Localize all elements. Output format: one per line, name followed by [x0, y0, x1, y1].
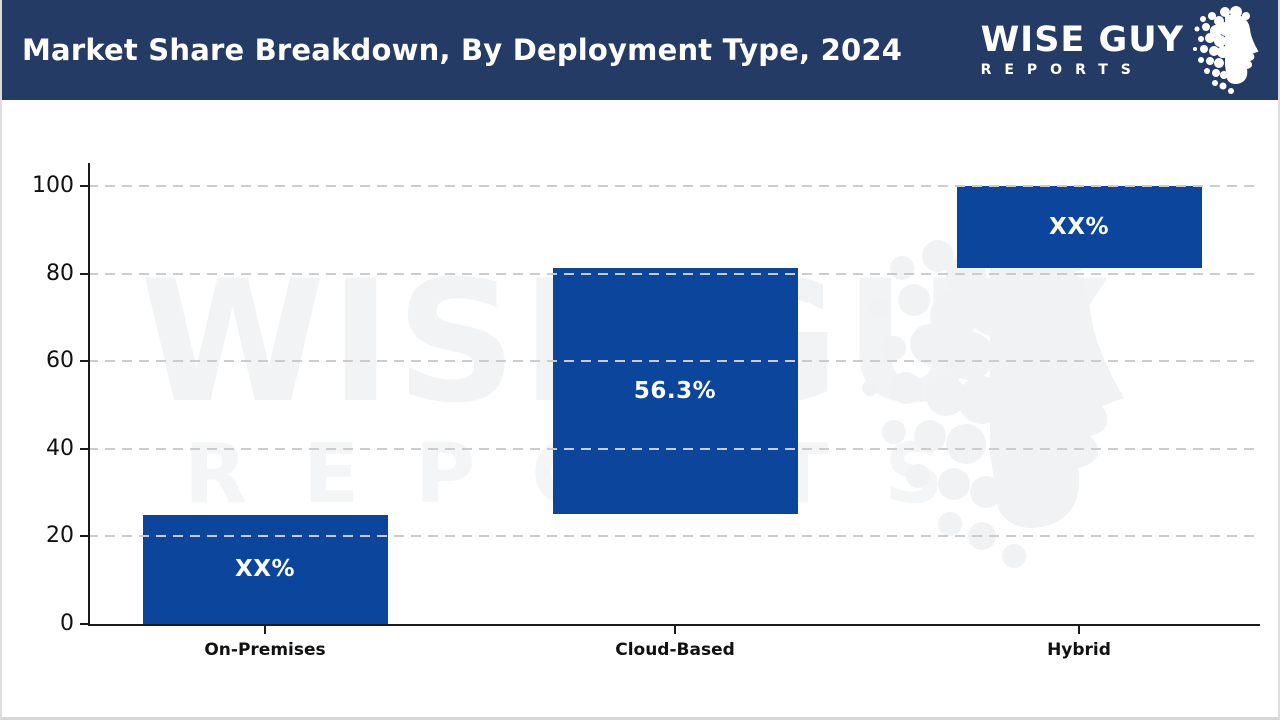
y-tick — [80, 360, 88, 363]
y-tick-label: 80 — [46, 260, 74, 286]
y-tick-label: 40 — [46, 435, 74, 461]
x-category-label: On-Premises — [204, 640, 326, 660]
y-tick-label: 100 — [32, 173, 74, 198]
y-tick — [80, 447, 88, 450]
brand-text: WISE GUY REPORTS — [980, 20, 1184, 78]
y-tick — [80, 623, 88, 625]
bar-on-premises: XX% — [142, 514, 388, 624]
x-tick — [674, 626, 676, 634]
y-tick-label: 0 — [60, 611, 74, 636]
y-tick-label: 20 — [46, 523, 74, 549]
brand-name: WISE GUY — [980, 20, 1184, 60]
chart-title: Market Share Breakdown, By Deployment Ty… — [22, 33, 903, 67]
gridline — [88, 185, 1260, 187]
y-tick — [80, 272, 88, 275]
x-tick — [1078, 626, 1080, 634]
bar-hybrid: XX% — [956, 186, 1202, 268]
y-tick-label: 60 — [46, 348, 74, 374]
gridline — [88, 447, 1260, 450]
y-axis-spine — [88, 163, 90, 626]
brand-logo: WISE GUY REPORTS — [981, 2, 1264, 98]
x-category-label: Cloud-Based — [615, 640, 735, 660]
gridline — [88, 360, 1260, 363]
bar-value-label: XX% — [234, 556, 295, 583]
y-tick — [80, 185, 88, 187]
x-axis-spine — [88, 624, 1260, 626]
gridline — [88, 272, 1260, 275]
header-banner: Market Share Breakdown, By Deployment Ty… — [2, 0, 1278, 100]
bar-value-label: 56.3% — [633, 378, 717, 405]
x-tick — [264, 626, 266, 634]
brand-tagline: REPORTS — [980, 62, 1144, 78]
face-logo-icon — [1193, 6, 1259, 94]
bar-cloud-based: 56.3% — [552, 267, 798, 515]
y-tick — [80, 535, 88, 538]
gridline — [88, 535, 1260, 538]
x-category-label: Hybrid — [1047, 640, 1111, 660]
bar-value-label: XX% — [1048, 213, 1109, 240]
